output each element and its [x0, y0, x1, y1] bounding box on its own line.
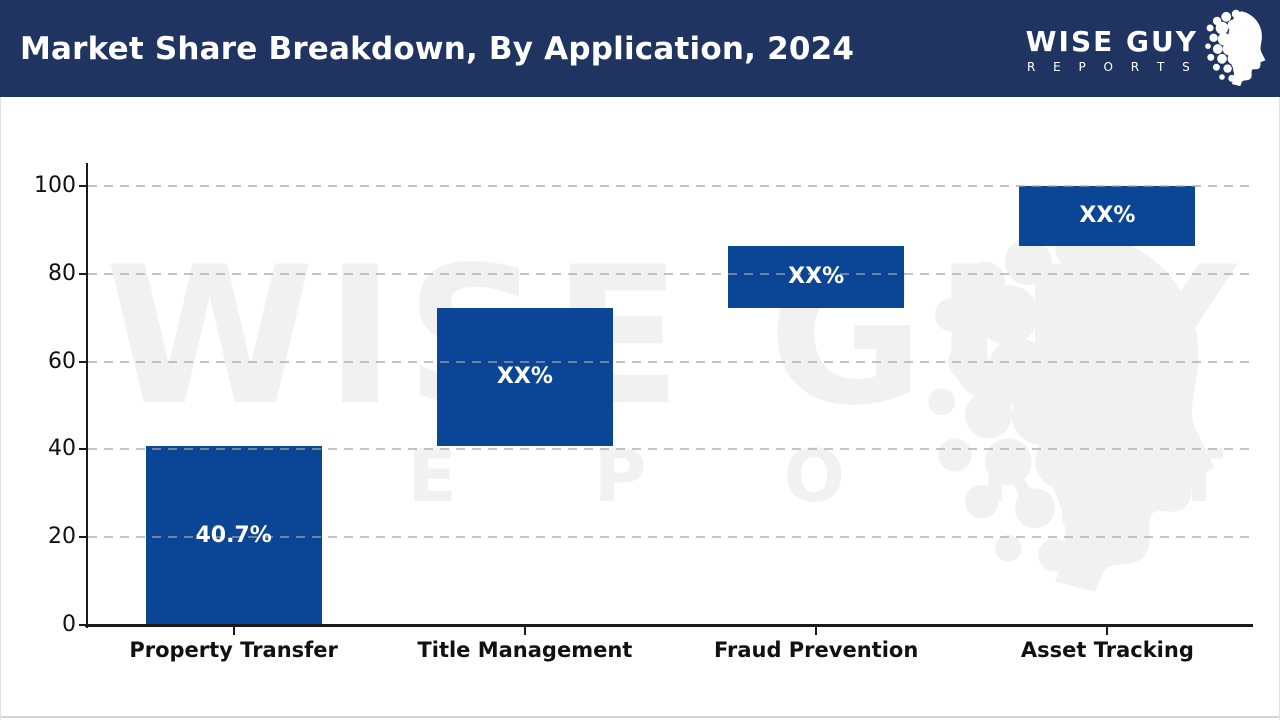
- y-tick-100: [79, 185, 87, 187]
- y-tick-0: [79, 624, 87, 626]
- y-tick-label-40: 40: [48, 436, 76, 462]
- wiseguy-logo: WISE GUY R E P O R T S: [1026, 5, 1272, 93]
- page-title: Market Share Breakdown, By Application, …: [20, 30, 855, 67]
- wiseguy-logo-subtitle: R E P O R T S: [1026, 59, 1197, 74]
- x-axis-spine: [85, 624, 1253, 627]
- x-category-label: Property Transfer: [129, 638, 338, 662]
- x-tick-1: [523, 627, 526, 635]
- bottom-rule: [0, 716, 1280, 718]
- x-category-label: Asset Tracking: [1020, 638, 1194, 662]
- bar-asset-tracking: [1019, 186, 1196, 247]
- y-gridline-80: [88, 272, 1253, 275]
- y-tick-label-80: 80: [48, 260, 76, 286]
- y-tick-80: [79, 272, 87, 275]
- header-bar: Market Share Breakdown, By Application, …: [0, 0, 1280, 97]
- x-tick-3: [1106, 627, 1109, 635]
- x-tick-2: [815, 627, 818, 635]
- left-edge-border: [0, 97, 1, 720]
- bar-value-label: 40.7%: [195, 522, 272, 548]
- y-tick-20: [79, 536, 87, 539]
- x-tick-0: [232, 627, 235, 635]
- bar-value-label: XX%: [1079, 203, 1136, 229]
- y-tick-label-20: 20: [48, 524, 76, 550]
- y-tick-label-60: 60: [48, 348, 76, 374]
- bar-value-label: XX%: [788, 264, 845, 290]
- y-gridline-60: [88, 360, 1253, 363]
- watermark-head-icon: [928, 228, 1215, 592]
- x-category-label: Fraud Prevention: [713, 638, 919, 662]
- bar-property-transfer: [145, 446, 322, 625]
- x-category-label: Title Management: [417, 638, 633, 662]
- y-gridline-40: [88, 448, 1253, 451]
- bar-value-label: XX%: [496, 364, 553, 390]
- y-axis-spine: [86, 163, 88, 628]
- y-tick-60: [79, 360, 87, 363]
- wiseguy-logo-text: WISE GUY R E P O R T S: [1026, 25, 1198, 74]
- y-gridline-100: [88, 185, 1253, 187]
- wiseguy-logo-name: WISE GUY: [1025, 24, 1198, 58]
- bar-title-management: [436, 308, 613, 447]
- y-tick-label-100: 100: [34, 173, 76, 198]
- y-tick-40: [79, 448, 87, 451]
- wiseguy-head-icon: [1205, 9, 1266, 87]
- y-tick-label-0: 0: [62, 612, 76, 637]
- bar-fraud-prevention: [728, 246, 905, 309]
- y-gridline-20: [88, 536, 1253, 539]
